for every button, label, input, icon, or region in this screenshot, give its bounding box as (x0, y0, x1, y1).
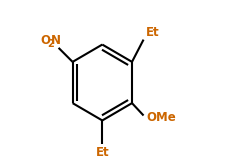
Text: OMe: OMe (146, 112, 176, 124)
Text: Et: Et (95, 146, 109, 159)
Text: O: O (40, 34, 50, 47)
Text: 2: 2 (48, 39, 54, 49)
Text: N: N (51, 34, 61, 47)
Text: Et: Et (146, 27, 160, 39)
